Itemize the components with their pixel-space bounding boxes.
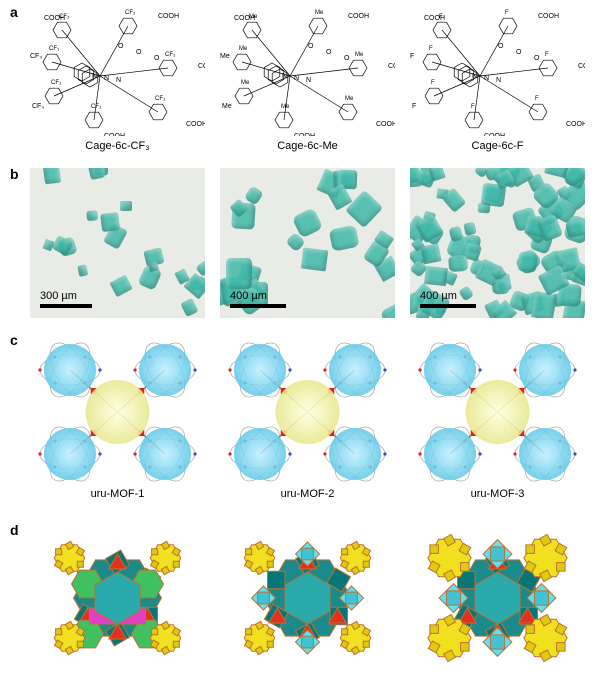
scalebar-text: 400 µm: [420, 290, 476, 302]
svg-text:F: F: [535, 96, 539, 102]
svg-text:CF₃: CF₃: [32, 103, 44, 110]
svg-text:COOH: COOH: [186, 121, 205, 128]
svg-text:F: F: [439, 14, 443, 20]
svg-text:Me: Me: [220, 53, 230, 60]
svg-text:COOH: COOH: [198, 63, 205, 70]
svg-text:CF₃: CF₃: [51, 80, 62, 86]
chem-caption: Cage-6c-F: [472, 140, 524, 152]
panel-label-c: c: [10, 332, 18, 348]
svg-text:N: N: [484, 75, 489, 82]
svg-text:Me: Me: [241, 80, 250, 86]
svg-text:N: N: [92, 73, 97, 80]
svg-text:N: N: [496, 77, 501, 84]
svg-text:COOH: COOH: [388, 63, 395, 70]
panel-label-d: d: [10, 522, 19, 538]
panel-label-a: a: [10, 4, 18, 20]
svg-text:COOH: COOH: [484, 133, 505, 136]
svg-text:Me: Me: [281, 104, 290, 110]
crystal-structure: uru-MOF-1: [30, 334, 205, 500]
svg-text:CF₃: CF₃: [91, 104, 102, 110]
svg-text:COOH: COOH: [158, 13, 179, 20]
svg-text:O: O: [326, 49, 332, 56]
svg-text:Me: Me: [355, 52, 364, 58]
row-d: [30, 524, 585, 669]
scalebar-text: 400 µm: [230, 290, 286, 302]
svg-text:O: O: [498, 43, 504, 50]
svg-text:N: N: [282, 73, 287, 80]
topology-diagram: [410, 524, 585, 669]
crystal-structure: uru-MOF-2: [220, 334, 395, 500]
svg-text:O: O: [136, 49, 142, 56]
topology-diagram: [30, 524, 205, 669]
svg-text:O: O: [308, 43, 314, 50]
scalebar: 400 µm: [230, 290, 286, 308]
svg-text:Me: Me: [249, 14, 258, 20]
svg-text:F: F: [505, 10, 509, 16]
svg-text:CF₃: CF₃: [125, 10, 136, 16]
svg-text:COOH: COOH: [294, 133, 315, 136]
svg-text:O: O: [118, 43, 124, 50]
svg-text:N: N: [306, 77, 311, 84]
micrograph: 300 µm: [30, 168, 205, 318]
svg-text:COOH: COOH: [348, 13, 369, 20]
svg-text:CF₃: CF₃: [59, 14, 70, 20]
svg-text:F: F: [412, 103, 416, 110]
svg-text:CF₃: CF₃: [165, 52, 176, 58]
svg-text:CF₃: CF₃: [30, 53, 42, 60]
svg-text:CF₃: CF₃: [49, 46, 60, 52]
svg-text:Me: Me: [222, 103, 232, 110]
structure-caption: uru-MOF-3: [471, 488, 525, 500]
svg-text:F: F: [429, 46, 433, 52]
svg-text:O: O: [344, 55, 350, 62]
svg-text:COOH: COOH: [578, 63, 585, 70]
chem-structure: COOHFCOOHFCOOHFCOOHFCOOHFFFFFNNNOOOCage-…: [410, 6, 585, 152]
svg-text:COOH: COOH: [104, 133, 125, 136]
micrograph: 400 µm: [220, 168, 395, 318]
structure-caption: uru-MOF-1: [91, 488, 145, 500]
svg-text:N: N: [116, 77, 121, 84]
svg-text:Me: Me: [315, 10, 324, 16]
chem-caption: Cage-6c-Me: [277, 140, 338, 152]
svg-text:N: N: [472, 73, 477, 80]
svg-text:COOH: COOH: [376, 121, 395, 128]
svg-text:COOH: COOH: [538, 13, 559, 20]
chem-structure: COOHMeCOOHMeCOOHMeCOOHMeCOOHMeMeMeMeMeNN…: [220, 6, 395, 152]
scalebar: 400 µm: [420, 290, 476, 308]
row-a: COOH CF₃ COOH CF₃ COOH CF₃ COOH CF₃ COOH CF₃ CF₃ CF…: [30, 6, 585, 152]
svg-text:N: N: [294, 75, 299, 82]
svg-text:Me: Me: [239, 46, 248, 52]
svg-text:F: F: [471, 104, 475, 110]
svg-text:CF₃: CF₃: [155, 96, 166, 102]
structure-caption: uru-MOF-2: [281, 488, 335, 500]
svg-text:COOH: COOH: [566, 121, 585, 128]
svg-text:O: O: [534, 55, 540, 62]
panel-label-b: b: [10, 166, 19, 182]
scalebar-text: 300 µm: [40, 290, 92, 302]
svg-text:F: F: [410, 53, 414, 60]
row-b: 300 µm 400 µm 400 µm: [30, 168, 585, 318]
svg-text:N: N: [104, 75, 109, 82]
row-c: uru-MOF-1 uru-MOF-2 uru-MOF-3: [30, 334, 585, 500]
topology-diagram: [220, 524, 395, 669]
crystal-structure: uru-MOF-3: [410, 334, 585, 500]
svg-text:F: F: [545, 52, 549, 58]
svg-text:O: O: [154, 55, 160, 62]
svg-text:O: O: [516, 49, 522, 56]
scalebar: 300 µm: [40, 290, 92, 308]
figure-root: a b c d COOHCF₃COOHCF₃COOHCF₃COOHCF₃COOH…: [0, 0, 600, 690]
svg-text:Me: Me: [345, 96, 354, 102]
chem-structure: COOHCF₃COOHCF₃COOHCF₃COOHCF₃COOHCF₃CF₃CF…: [30, 6, 205, 152]
svg-text:F: F: [431, 80, 435, 86]
chem-caption: Cage-6c-CF₃: [85, 140, 149, 152]
micrograph: 400 µm: [410, 168, 585, 318]
